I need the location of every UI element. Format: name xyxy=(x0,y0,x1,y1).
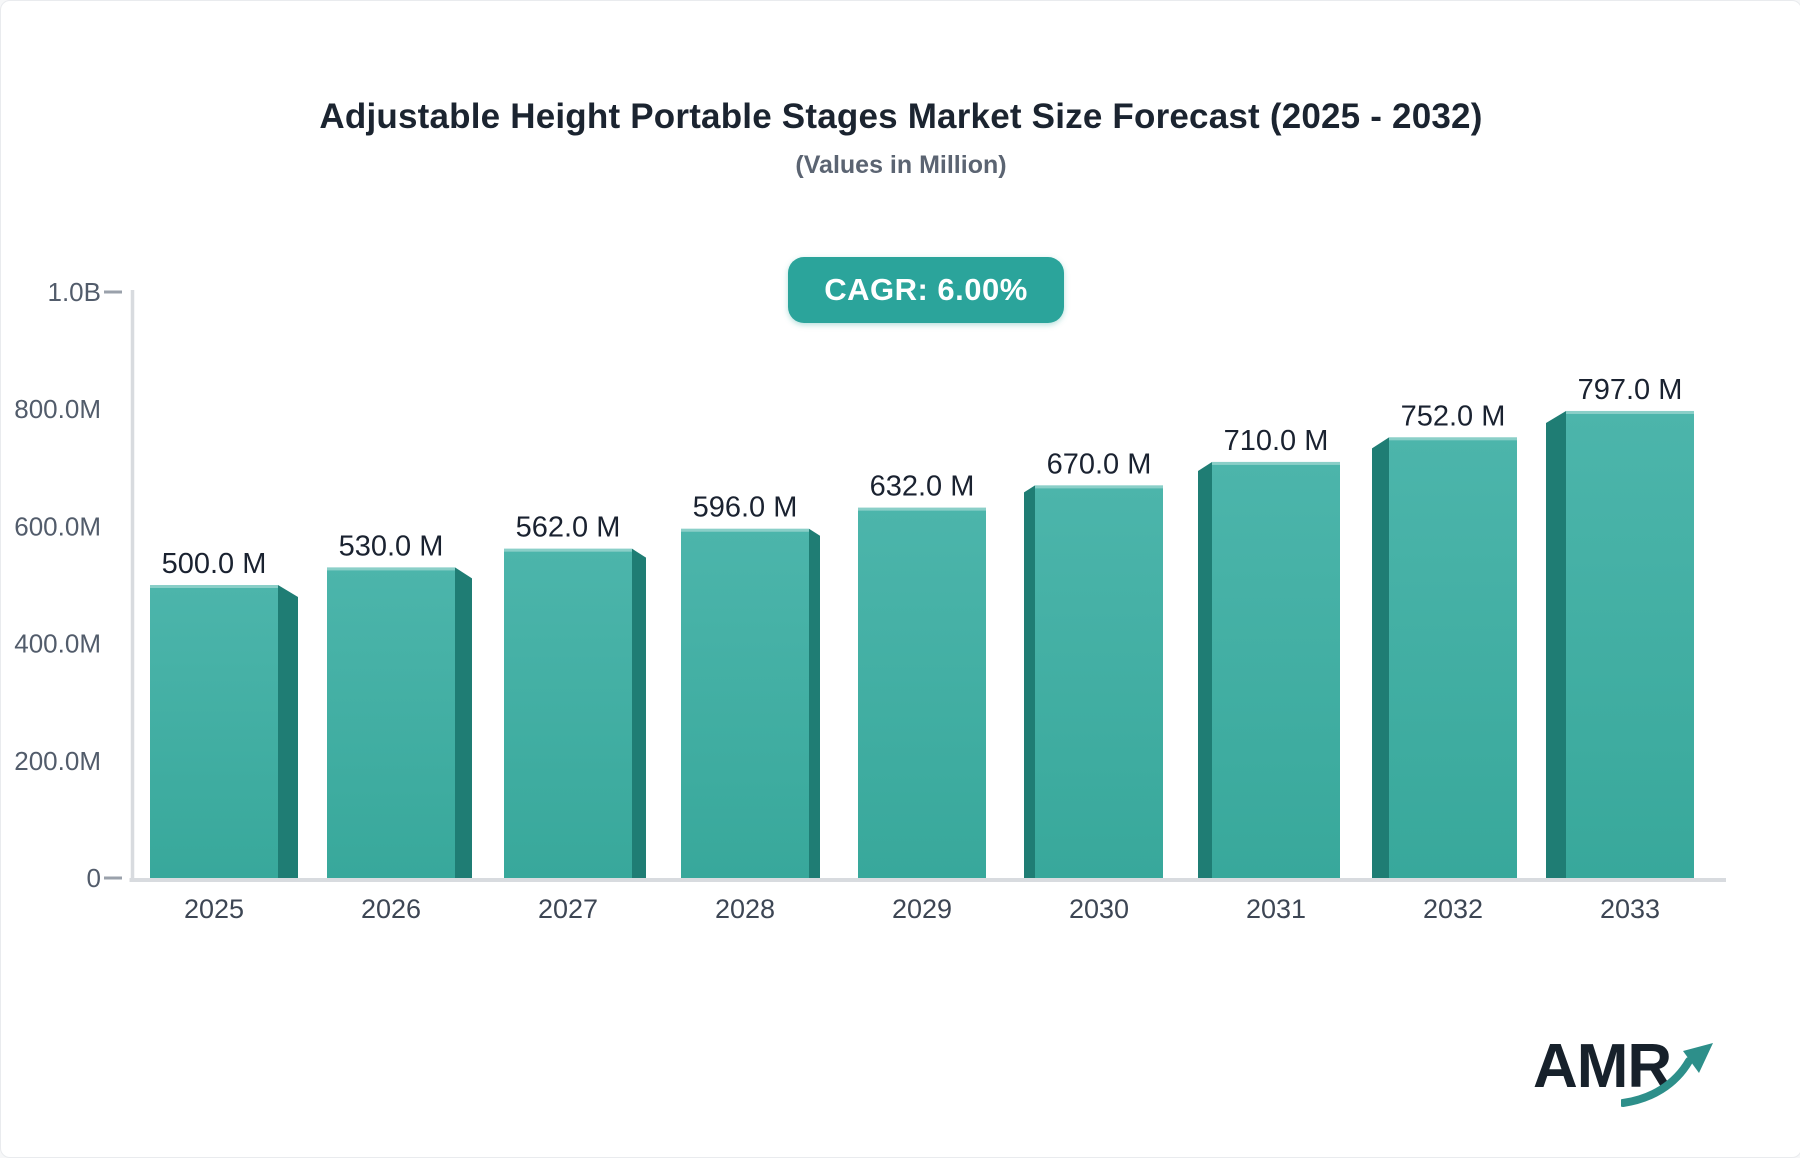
chart-subtitle: (Values in Million) xyxy=(795,151,1007,179)
bar-side-face xyxy=(455,567,472,878)
x-tick-label-2025: 2025 xyxy=(184,894,244,924)
bar-side-face xyxy=(1372,437,1389,878)
bar-2029[interactable] xyxy=(858,507,986,878)
bar-2031[interactable] xyxy=(1212,461,1340,878)
bar-2025[interactable] xyxy=(150,585,278,878)
bar-side-face xyxy=(1546,410,1566,878)
x-tick-label-2028: 2028 xyxy=(715,894,775,924)
bar-2033[interactable] xyxy=(1566,410,1694,878)
bar-top-highlight xyxy=(681,528,809,532)
x-tick-label-2030: 2030 xyxy=(1069,894,1129,924)
bar-2027[interactable] xyxy=(504,548,632,878)
x-tick-label-2029: 2029 xyxy=(892,894,952,924)
bar-2026[interactable] xyxy=(327,567,455,878)
bar-group-2030: 670.0 M 2030 xyxy=(1024,448,1163,924)
y-tick-label-600.0M: 600.0M xyxy=(14,511,101,541)
bar-side-face xyxy=(809,528,820,878)
y-tick-label-1.0B: 1.0B xyxy=(48,277,102,307)
y-tick-label-0: 0 xyxy=(87,863,101,893)
cagr-badge-label: CAGR: 6.00% xyxy=(824,272,1028,307)
cagr-badge: CAGR: 6.00% xyxy=(788,257,1064,323)
bar-top-highlight xyxy=(1566,410,1694,414)
y-tick-label-400.0M: 400.0M xyxy=(14,629,101,659)
bar-group-2025: 500.0 M 2025 xyxy=(150,548,298,924)
bar-value-label: 797.0 M xyxy=(1578,374,1683,406)
x-tick-label-2026: 2026 xyxy=(361,894,421,924)
bar-group-2031: 710.0 M 2031 xyxy=(1198,425,1340,924)
bar-group-2028: 596.0 M 2028 xyxy=(681,492,820,924)
bar-top-highlight xyxy=(1389,437,1517,441)
bar-2032[interactable] xyxy=(1389,437,1517,878)
amr-logo: AMR xyxy=(1533,1031,1733,1111)
bar-value-label: 500.0 M xyxy=(162,548,267,580)
bar-top-highlight xyxy=(858,507,986,511)
bar-value-label: 752.0 M xyxy=(1401,400,1506,432)
bar-2030[interactable] xyxy=(1035,485,1163,878)
bar-side-face xyxy=(632,548,646,878)
x-tick-label-2031: 2031 xyxy=(1246,894,1306,924)
bar-value-label: 562.0 M xyxy=(516,512,621,544)
y-tick-label-200.0M: 200.0M xyxy=(14,746,101,776)
bar-top-highlight xyxy=(504,548,632,552)
bar-value-label: 596.0 M xyxy=(693,492,798,524)
bar-group-2026: 530.0 M 2026 xyxy=(327,530,472,924)
x-tick-label-2032: 2032 xyxy=(1423,894,1483,924)
x-tick-label-2027: 2027 xyxy=(538,894,598,924)
growth-arrow-icon xyxy=(1621,1043,1713,1107)
bar-top-highlight xyxy=(1035,485,1163,489)
bar-side-face xyxy=(1024,485,1035,878)
bar-group-2033: 797.0 M 2033 xyxy=(1546,374,1694,924)
x-tick-label-2033: 2033 xyxy=(1600,894,1660,924)
bar-side-face xyxy=(278,585,298,878)
chart-title: Adjustable Height Portable Stages Market… xyxy=(319,97,1483,136)
bar-side-face xyxy=(1198,461,1212,878)
bar-value-label: 670.0 M xyxy=(1047,448,1152,480)
bar-group-2029: 632.0 M 2029 xyxy=(858,471,986,924)
bar-group-2027: 562.0 M 2027 xyxy=(504,512,646,924)
bar-top-highlight xyxy=(150,585,278,588)
y-tick-label-800.0M: 800.0M xyxy=(14,394,101,424)
bar-value-label: 632.0 M xyxy=(870,471,975,503)
bar-value-label: 530.0 M xyxy=(339,530,444,562)
bar-top-highlight xyxy=(1212,461,1340,465)
bar-group-2032: 752.0 M 2032 xyxy=(1372,400,1517,924)
amr-logo-text: AMR xyxy=(1533,1032,1672,1101)
bar-value-label: 710.0 M xyxy=(1224,425,1329,457)
bar-2028[interactable] xyxy=(681,528,809,878)
bar-top-highlight xyxy=(327,567,455,571)
